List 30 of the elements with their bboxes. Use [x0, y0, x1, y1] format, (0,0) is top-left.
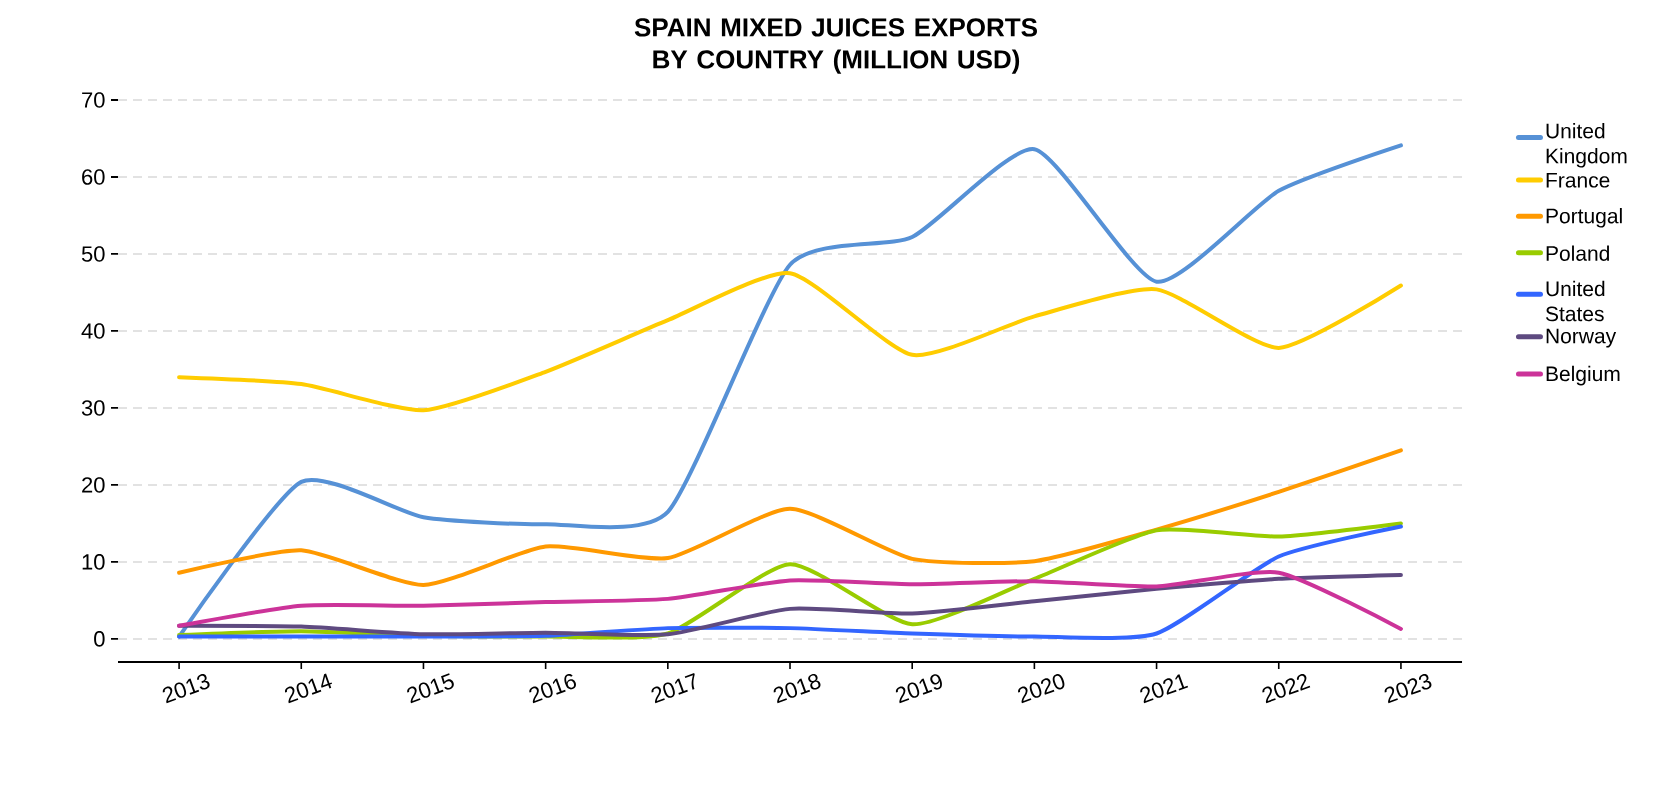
x-tick-label: 2016 [529, 673, 577, 704]
legend-label: Norway [1546, 328, 1617, 348]
x-tick-label: 2021 [1140, 674, 1189, 704]
x-tick-label: 2017 [651, 672, 695, 704]
chart-title: SPAIN MIXED JUICES EXPORTS BY COUNTRY (MILLION USD) [634, 18, 1037, 74]
y-tick-label: 70 [82, 92, 105, 108]
legend-label: Belgium [1546, 365, 1620, 386]
y-tick-label: 40 [81, 323, 105, 339]
line-series [177, 271, 1403, 413]
legend-label: France [1546, 172, 1610, 188]
legend-label: Poland [1546, 245, 1609, 261]
legend-label: United States [1545, 280, 1605, 322]
x-tick-label: 2023 [1384, 674, 1432, 704]
x-tick-label: 2013 [162, 674, 210, 704]
y-tick-label: 60 [82, 169, 105, 185]
x-tick-label: 2015 [407, 673, 454, 704]
y-tick-label: 10 [82, 554, 105, 570]
line-series [177, 448, 1403, 588]
legend-label: United Kingdom [1546, 123, 1627, 168]
x-tick-label: 2022 [1262, 674, 1311, 704]
y-tick-label: 50 [81, 246, 105, 262]
x-tick-label: 2018 [773, 674, 821, 704]
x-tick-label: 2019 [895, 674, 942, 704]
y-tick-label: 20 [82, 477, 105, 493]
x-tick-label: 2020 [1018, 674, 1065, 704]
y-tick-label: 30 [81, 400, 105, 416]
line-series [177, 143, 1403, 639]
x-tick-label: 2014 [284, 673, 333, 704]
legend-label: Portugal [1546, 207, 1622, 228]
y-tick-label: 0 [94, 631, 105, 647]
